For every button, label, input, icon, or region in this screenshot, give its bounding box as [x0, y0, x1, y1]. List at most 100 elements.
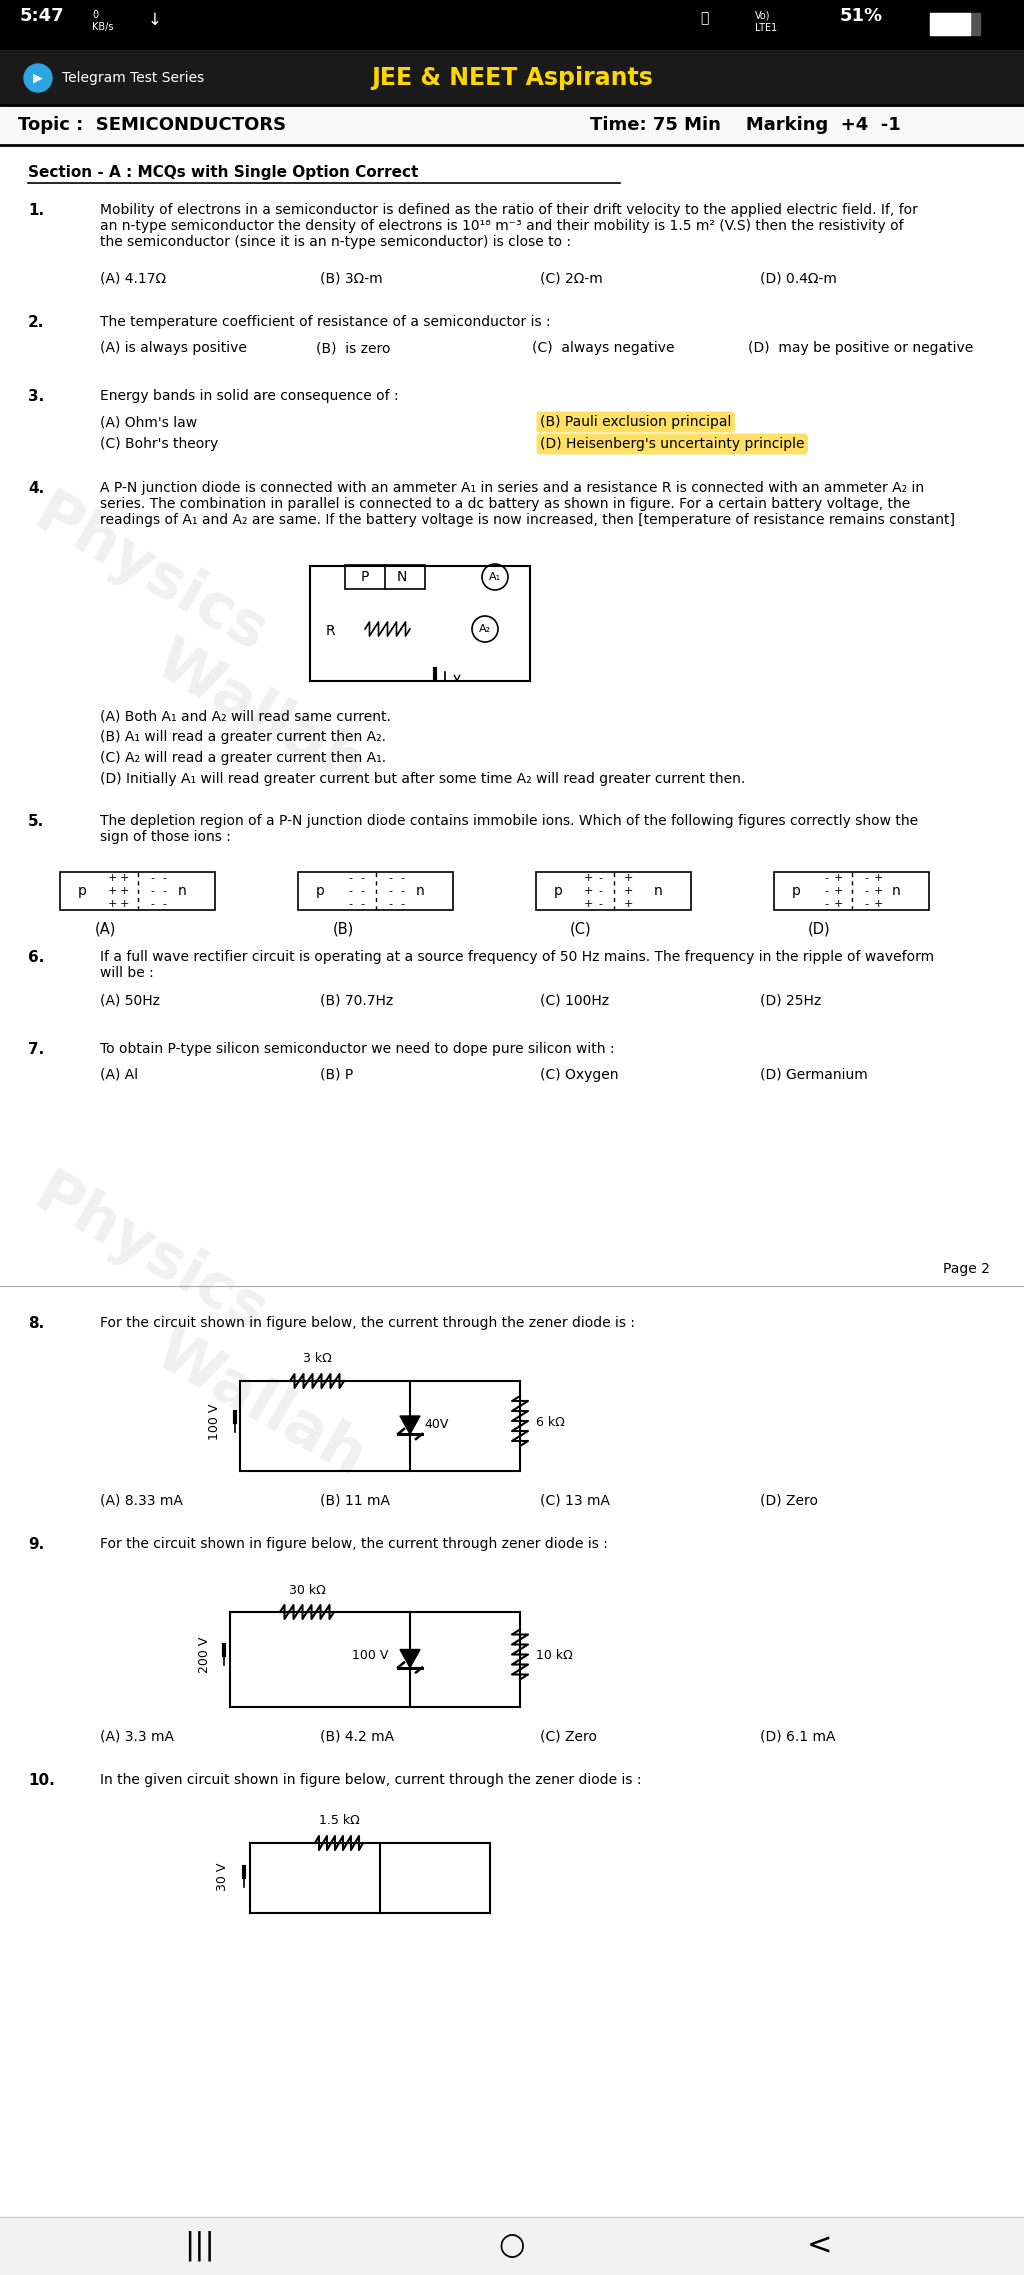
Text: 6 kΩ: 6 kΩ [536, 1415, 565, 1429]
Text: (C): (C) [570, 921, 592, 937]
Text: 10 kΩ: 10 kΩ [536, 1649, 572, 1663]
Text: +: + [834, 899, 843, 910]
Bar [298, 871, 453, 910]
Text: If a full wave rectifier circuit is operating at a source frequency of 50 Hz mai: If a full wave rectifier circuit is oper… [100, 951, 934, 981]
Text: +: + [584, 885, 593, 896]
Text: (A) 3.3 mA: (A) 3.3 mA [100, 1729, 174, 1743]
Text: (B)  is zero: (B) is zero [316, 341, 390, 355]
Text: -: - [400, 899, 404, 910]
Text: 100 V: 100 V [209, 1404, 221, 1440]
Text: 10.: 10. [28, 1772, 54, 1788]
Text: (B) 4.2 mA: (B) 4.2 mA [319, 1729, 394, 1743]
Text: 9.: 9. [28, 1538, 44, 1552]
Text: ○: ○ [499, 2232, 525, 2261]
Text: Vo)
LTE1: Vo) LTE1 [755, 11, 777, 32]
Text: -: - [824, 874, 828, 883]
Text: -: - [388, 885, 392, 896]
Text: -: - [360, 899, 364, 910]
Text: Energy bands in solid are consequence of :: Energy bands in solid are consequence of… [100, 389, 398, 403]
Text: (B) 70.7Hz: (B) 70.7Hz [319, 994, 393, 1008]
Text: -: - [388, 874, 392, 883]
Text: (C) Zero: (C) Zero [540, 1729, 597, 1743]
Bar [345, 564, 425, 589]
Text: Topic :  SEMICONDUCTORS: Topic : SEMICONDUCTORS [18, 116, 286, 134]
Text: (C) A₂ will read a greater current then A₁.: (C) A₂ will read a greater current then … [100, 751, 386, 764]
Text: A P-N junction diode is connected with an ammeter A₁ in series and a resistance : A P-N junction diode is connected with a… [100, 480, 955, 528]
Text: +: + [584, 874, 593, 883]
Text: -: - [864, 899, 868, 910]
Text: -: - [598, 899, 602, 910]
Text: (B): (B) [333, 921, 353, 937]
Text: -: - [150, 885, 154, 896]
Text: 30 kΩ: 30 kΩ [289, 1583, 326, 1597]
Text: +: + [108, 885, 117, 896]
Text: (B) A₁ will read a greater current then A₂.: (B) A₁ will read a greater current then … [100, 730, 386, 744]
Text: 6.: 6. [28, 951, 44, 965]
Text: (D): (D) [808, 921, 830, 937]
Text: 1.5 kΩ: 1.5 kΩ [318, 1813, 359, 1827]
Text: -: - [400, 885, 404, 896]
Text: -: - [598, 885, 602, 896]
Bar [60, 871, 215, 910]
Text: (C) 100Hz: (C) 100Hz [540, 994, 609, 1008]
Bar [774, 871, 929, 910]
Text: 8.: 8. [28, 1315, 44, 1331]
Text: +: + [873, 874, 883, 883]
Text: -: - [400, 874, 404, 883]
Text: -: - [388, 899, 392, 910]
Text: To obtain P-type silicon semiconductor we need to dope pure silicon with :: To obtain P-type silicon semiconductor w… [100, 1042, 614, 1056]
Text: (C) 13 mA: (C) 13 mA [540, 1492, 610, 1506]
Polygon shape [400, 1649, 420, 1668]
Text: n: n [892, 885, 900, 899]
Text: (C) Oxygen: (C) Oxygen [540, 1067, 618, 1083]
Text: |||: ||| [184, 2232, 215, 2261]
Text: -: - [598, 874, 602, 883]
Text: Mobility of electrons in a semiconductor is defined as the ratio of their drift : Mobility of electrons in a semiconductor… [100, 202, 918, 250]
Text: -: - [348, 885, 352, 896]
Text: 🔔: 🔔 [700, 11, 709, 25]
Text: (D) Heisenberg's uncertainty principle: (D) Heisenberg's uncertainty principle [540, 437, 805, 450]
Text: ▶: ▶ [33, 71, 43, 84]
Text: -: - [150, 874, 154, 883]
Text: (B) 11 mA: (B) 11 mA [319, 1492, 390, 1506]
Text: Time: 75 Min    Marking  +4  -1: Time: 75 Min Marking +4 -1 [590, 116, 901, 134]
Text: For the circuit shown in figure below, the current through zener diode is :: For the circuit shown in figure below, t… [100, 1538, 608, 1552]
Text: +: + [834, 874, 843, 883]
Text: 1.: 1. [28, 202, 44, 218]
Text: N: N [397, 571, 408, 585]
Text: 3 kΩ: 3 kΩ [303, 1351, 332, 1365]
Text: 5.: 5. [28, 814, 44, 828]
Text: n: n [177, 885, 186, 899]
Text: (B) Pauli exclusion principal: (B) Pauli exclusion principal [540, 414, 731, 430]
Text: (D)  may be positive or negative: (D) may be positive or negative [748, 341, 973, 355]
Text: -: - [348, 874, 352, 883]
Text: The depletion region of a P-N junction diode contains immobile ions. Which of th: The depletion region of a P-N junction d… [100, 814, 919, 844]
Text: (A) 4.17Ω: (A) 4.17Ω [100, 271, 166, 284]
Text: +: + [624, 899, 633, 910]
Circle shape [24, 64, 52, 91]
Text: p: p [78, 885, 86, 899]
Text: (D) 0.4Ω-m: (D) 0.4Ω-m [760, 271, 837, 284]
Text: (C) Bohr's theory: (C) Bohr's theory [100, 437, 218, 450]
Text: (C) 2Ω-m: (C) 2Ω-m [540, 271, 603, 284]
Text: Wallah: Wallah [144, 1322, 376, 1488]
Text: -: - [824, 899, 828, 910]
Text: Physics: Physics [24, 485, 276, 664]
Text: -: - [864, 874, 868, 883]
Bar [0, 2218, 1024, 2275]
Text: Section - A : MCQs with Single Option Correct: Section - A : MCQs with Single Option Co… [28, 166, 419, 180]
Text: +: + [873, 899, 883, 910]
Text: -: - [162, 874, 166, 883]
Text: p: p [792, 885, 801, 899]
Text: For the circuit shown in figure below, the current through the zener diode is :: For the circuit shown in figure below, t… [100, 1315, 635, 1331]
Text: -: - [162, 899, 166, 910]
Text: (D) Initially A₁ will read greater current but after some time A₂ will read grea: (D) Initially A₁ will read greater curre… [100, 771, 745, 785]
Polygon shape [400, 1415, 420, 1433]
Text: -: - [824, 885, 828, 896]
Text: (D) 6.1 mA: (D) 6.1 mA [760, 1729, 836, 1743]
Text: +: + [834, 885, 843, 896]
Text: n: n [416, 885, 424, 899]
Text: <: < [807, 2232, 833, 2261]
Text: (A) is always positive: (A) is always positive [100, 341, 247, 355]
Text: R: R [326, 623, 335, 637]
